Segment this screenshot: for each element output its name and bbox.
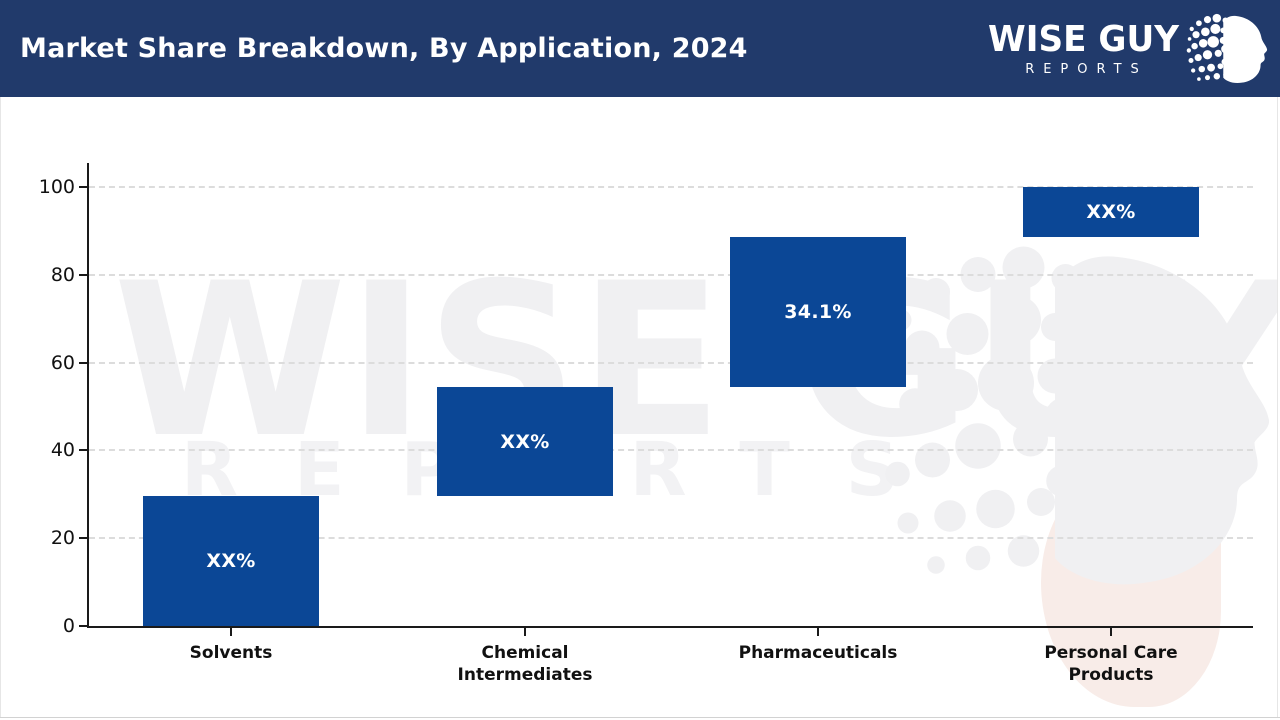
brand-logo-text: WISE GUY REPORTS bbox=[983, 18, 1184, 77]
x-axis-tick-mark bbox=[524, 628, 526, 636]
chart-area: WISE GUY REPORTS 020406080100XX%Solvents… bbox=[0, 97, 1278, 717]
y-axis-tick-label: 100 bbox=[38, 176, 75, 198]
gridline-80 bbox=[89, 273, 1253, 276]
x-axis-tick-mark bbox=[230, 628, 232, 636]
y-axis-tick-mark bbox=[79, 186, 88, 188]
y-axis-tick-mark bbox=[79, 625, 88, 627]
brand-logo: WISE GUY REPORTS bbox=[983, 4, 1272, 94]
y-axis-tick-label: 0 bbox=[62, 615, 75, 637]
y-axis-tick-mark bbox=[79, 361, 88, 364]
x-axis-category-label: Pharmaceuticals bbox=[738, 643, 898, 663]
y-axis-tick-label: 20 bbox=[50, 527, 75, 550]
x-axis-spine bbox=[87, 626, 1253, 628]
x-axis-tick-mark bbox=[817, 628, 819, 636]
y-axis-tick-label: 40 bbox=[50, 439, 75, 462]
header-bar: Market Share Breakdown, By Application, … bbox=[0, 0, 1280, 97]
gridline-20 bbox=[89, 537, 1253, 540]
y-axis-tick-label: 60 bbox=[50, 351, 75, 374]
y-axis-tick-mark bbox=[79, 537, 88, 540]
logo-subtext: REPORTS bbox=[1025, 61, 1148, 77]
y-axis-tick-mark bbox=[79, 273, 88, 276]
bar-value-label: XX% bbox=[1086, 201, 1136, 224]
gridline-40 bbox=[89, 449, 1253, 452]
x-axis-category-label: Solvents bbox=[189, 643, 273, 663]
y-axis-tick-mark bbox=[79, 449, 88, 452]
gridline-60 bbox=[89, 361, 1253, 364]
y-axis-spine bbox=[87, 163, 89, 628]
x-axis-category-label: Personal Care Products bbox=[1044, 643, 1178, 686]
bar-chemical-intermediates: XX% bbox=[437, 387, 613, 497]
x-axis-tick-mark bbox=[1110, 628, 1112, 636]
dotted-head-logo-icon bbox=[1186, 9, 1272, 89]
bar-solvents: XX% bbox=[143, 496, 319, 626]
watermark-head-icon bbox=[873, 225, 1277, 611]
bar-value-label: XX% bbox=[500, 430, 550, 453]
x-axis-category-label: Chemical Intermediates bbox=[457, 643, 593, 686]
page-title: Market Share Breakdown, By Application, … bbox=[20, 33, 748, 64]
bar-value-label: 34.1% bbox=[784, 301, 852, 324]
bar-pharmaceuticals: 34.1% bbox=[730, 237, 906, 388]
bar-value-label: XX% bbox=[206, 550, 256, 573]
logo-wordmark: WISE GUY bbox=[988, 18, 1179, 60]
y-axis-tick-label: 80 bbox=[50, 263, 75, 286]
gridline-100 bbox=[89, 186, 1253, 188]
bar-personal-care-products: XX% bbox=[1023, 187, 1199, 238]
bottom-divider bbox=[0, 717, 1280, 718]
